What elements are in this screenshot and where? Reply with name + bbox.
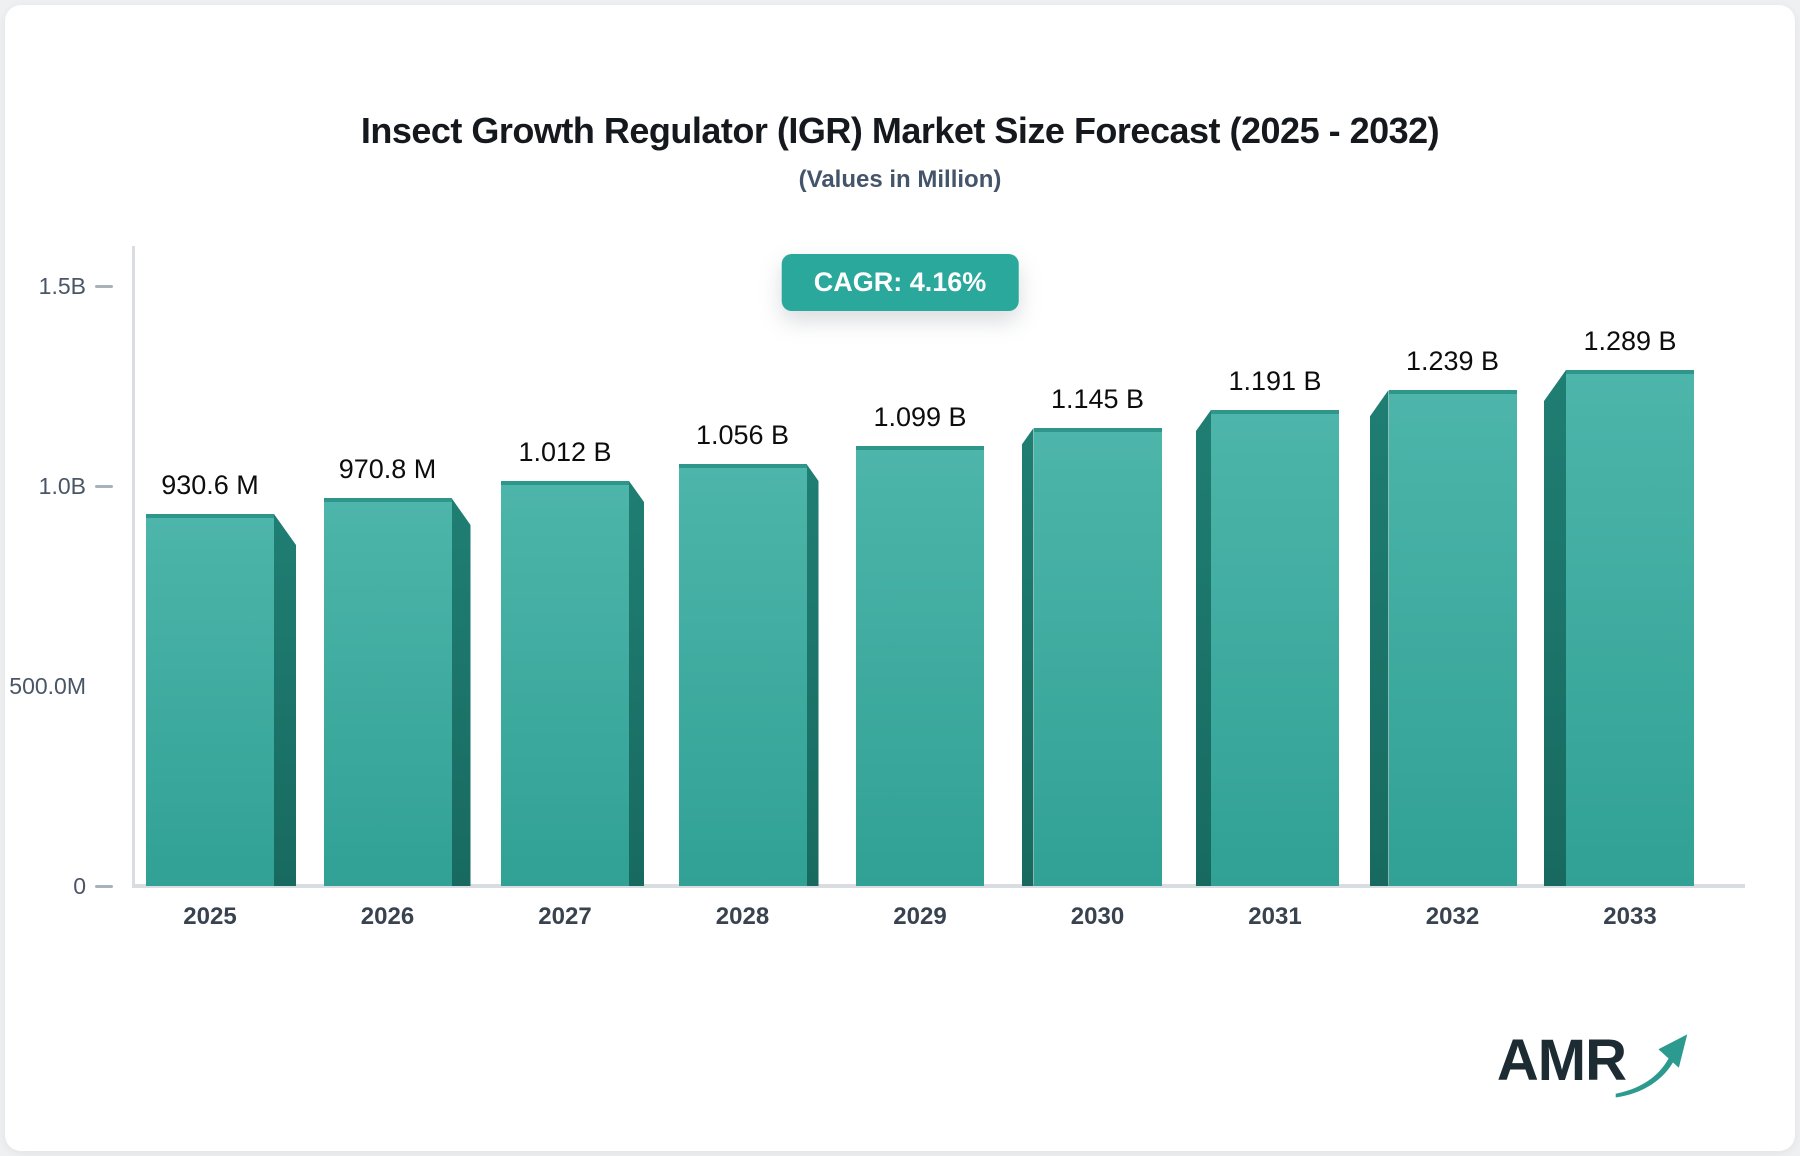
cagr-badge: CAGR: 4.16% (781, 254, 1019, 311)
bar-side-2033 (1544, 370, 1566, 886)
bar-value-label-2032: 1.239 B (1405, 346, 1500, 376)
bar-value-label-2028: 1.056 B (695, 420, 790, 450)
bar-2033 (1566, 370, 1694, 886)
x-axis-label-2027: 2027 (538, 903, 592, 930)
x-axis-label-2033: 2033 (1603, 903, 1657, 930)
bar-side-2031 (1196, 410, 1211, 886)
bar-side-2030 (1021, 428, 1034, 886)
y-axis-label-0: 0 (73, 873, 86, 899)
bar-value-label-2025: 930.6 M (161, 470, 259, 500)
bar-value-label-2029: 1.099 B (873, 402, 967, 432)
amr-logo-text: AMR (1496, 1028, 1627, 1093)
chart-title: Insect Growth Regulator (IGR) Market Siz… (360, 110, 1440, 151)
bar-2030 (1033, 428, 1162, 886)
bar-2025 (146, 514, 274, 886)
y-axis-tick-1.0B (95, 485, 113, 488)
y-axis-label-1.0B: 1.0B (38, 473, 86, 499)
bar-side-2027 (629, 481, 644, 886)
bar-2029 (856, 446, 984, 886)
x-axis-label-2032: 2032 (1425, 903, 1480, 930)
y-axis-tick-0 (95, 885, 113, 888)
x-axis-line (132, 884, 1745, 888)
bar-value-label-2033: 1.289 B (1583, 326, 1677, 356)
bar-value-label-2030: 1.145 B (1050, 384, 1145, 414)
bar-value-label-2027: 1.012 B (518, 437, 612, 467)
bar-2027 (501, 481, 629, 886)
chart-subtitle: (Values in Million) (798, 166, 1002, 193)
bar-2032 (1388, 390, 1517, 886)
bar-side-2026 (451, 498, 471, 886)
bar-side-2032 (1369, 390, 1389, 886)
bar-value-label-2031: 1.191 B (1228, 366, 1322, 396)
bar-2026 (323, 498, 452, 886)
bar-2028 (678, 464, 807, 886)
x-axis-label-2028: 2028 (715, 903, 770, 930)
bar-side-2025 (274, 514, 296, 886)
x-axis-label-2026: 2026 (360, 903, 415, 930)
y-axis-line (132, 246, 135, 888)
y-axis-label-500.0M: 500.0M (9, 673, 86, 699)
x-axis-label-2025: 2025 (183, 903, 237, 930)
y-axis-label-1.5B: 1.5B (38, 273, 86, 299)
amr-logo: AMR (1497, 1032, 1690, 1105)
x-axis-label-2031: 2031 (1248, 903, 1302, 930)
bar-2031 (1211, 410, 1339, 886)
x-axis-label-2030: 2030 (1070, 903, 1125, 930)
bar-value-label-2026: 970.8 M (338, 454, 437, 484)
x-axis-label-2029: 2029 (893, 903, 947, 930)
y-axis-tick-1.5B (95, 285, 113, 288)
bar-side-2028 (806, 464, 819, 886)
growth-arrow-icon (1612, 1030, 1690, 1105)
